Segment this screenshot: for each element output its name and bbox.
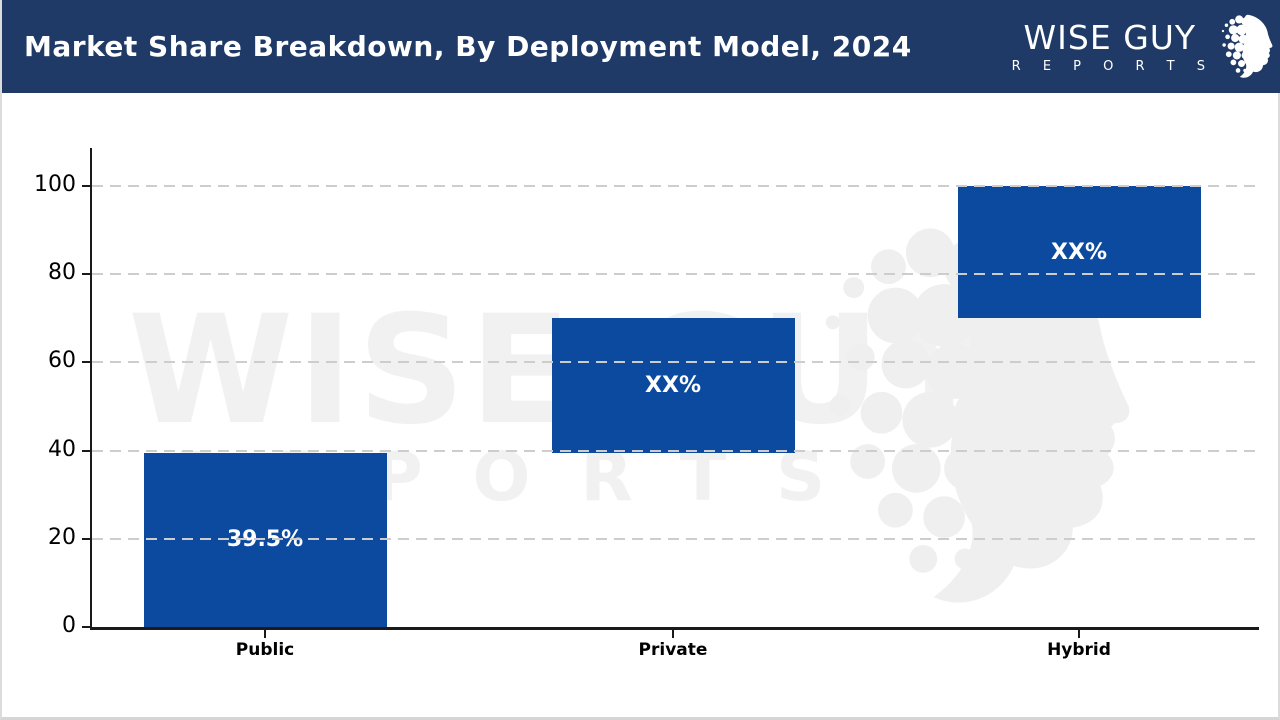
bar-value-label: XX% xyxy=(645,373,701,399)
gridline-40 xyxy=(92,449,1259,452)
y-tick-0 xyxy=(82,626,91,628)
logo-face-icon xyxy=(1221,14,1273,78)
y-tick-80 xyxy=(82,273,91,276)
chart-title: Market Share Breakdown, By Deployment Mo… xyxy=(24,30,912,63)
x-axis-line xyxy=(90,627,1259,630)
bar-value-label: 39.5% xyxy=(226,527,304,553)
y-tick-40 xyxy=(82,449,91,452)
y-tick-label: 40 xyxy=(48,436,76,462)
gridline-20 xyxy=(92,537,1259,540)
y-axis-line xyxy=(90,148,92,630)
logo-subtext: R E P O R T S xyxy=(1011,58,1214,74)
wiseguy-logo: WISE GUY R E P O R T S xyxy=(1006,4,1274,89)
gridline-100 xyxy=(92,185,1259,187)
y-tick-label: 80 xyxy=(48,260,76,286)
logo-wordmark: WISE GUY xyxy=(1023,17,1197,57)
x-axis-label-private: Private xyxy=(638,640,708,660)
gridline-80 xyxy=(92,273,1259,276)
y-tick-label: 20 xyxy=(48,524,76,550)
y-tick-label: 100 xyxy=(34,172,76,197)
y-tick-60 xyxy=(82,361,91,364)
bar-value-label: XX% xyxy=(1051,239,1107,265)
logo-text: WISE GUY R E P O R T S xyxy=(1006,21,1214,73)
header-bar: Market Share Breakdown, By Deployment Mo… xyxy=(2,0,1280,93)
x-tick-hybrid xyxy=(1078,630,1080,638)
bar-public: 39.5% xyxy=(143,452,387,627)
x-axis-label-hybrid: Hybrid xyxy=(1047,640,1111,660)
x-tick-private xyxy=(672,630,674,638)
x-axis-label-public: Public xyxy=(235,640,295,660)
x-tick-public xyxy=(264,630,266,638)
bar-private: XX% xyxy=(551,318,795,453)
bar-hybrid: XX% xyxy=(957,186,1201,319)
y-tick-label: 60 xyxy=(48,348,76,374)
y-tick-20 xyxy=(82,537,91,540)
y-tick-label: 0 xyxy=(62,613,76,638)
y-tick-100 xyxy=(82,185,91,187)
gridline-60 xyxy=(92,361,1259,364)
